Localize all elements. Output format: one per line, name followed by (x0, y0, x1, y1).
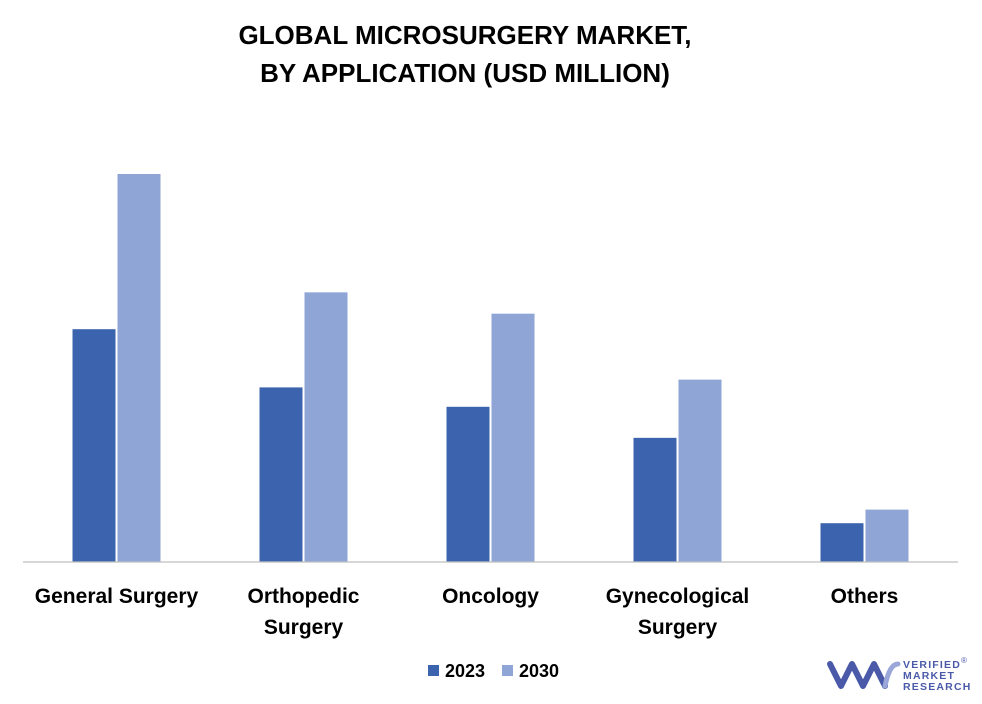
bar-2030 (304, 292, 348, 562)
bar-2030 (865, 509, 909, 562)
logo-mark-tail (882, 661, 901, 689)
legend-swatch-2030 (502, 665, 513, 676)
category-label: General Surgery (35, 585, 199, 608)
category-label: Orthopedic Surgery (247, 585, 359, 639)
logo-text-line: RESEARCH (903, 681, 972, 693)
chart-title-line: GLOBAL MICROSURGERY MARKET, (238, 20, 691, 50)
logo-text-line: MARKET (903, 670, 955, 682)
legend-swatch-2023 (428, 665, 439, 676)
category-label: Others (831, 585, 899, 608)
vmr-logo-icon (827, 661, 901, 689)
bar-2023 (820, 523, 864, 562)
bars (72, 174, 909, 562)
bar-2023 (72, 329, 116, 562)
chart-title: GLOBAL MICROSURGERY MARKET, BY APPLICATIO… (238, 20, 691, 88)
category-label: Oncology (442, 585, 539, 608)
logo-mark-path (827, 661, 888, 689)
bar-2030 (678, 379, 722, 562)
legend: 2023 2030 (428, 661, 559, 681)
bar-2023 (633, 437, 677, 562)
bar-2030 (491, 313, 535, 562)
category-label: Gynecological Surgery (606, 585, 750, 639)
bar-2023 (259, 387, 303, 562)
bar-2023 (446, 406, 490, 562)
legend-label-2023: 2023 (445, 661, 485, 681)
category-labels: General Surgery Orthopedic Surgery Oncology… (35, 585, 899, 639)
bar-2030 (117, 174, 161, 562)
chart-title-line: BY APPLICATION (USD MILLION) (260, 58, 670, 88)
legend-label-2030: 2030 (519, 661, 559, 681)
logo-text-line: VERIFIED (903, 659, 961, 671)
logo-registered-mark: ® (961, 656, 967, 665)
